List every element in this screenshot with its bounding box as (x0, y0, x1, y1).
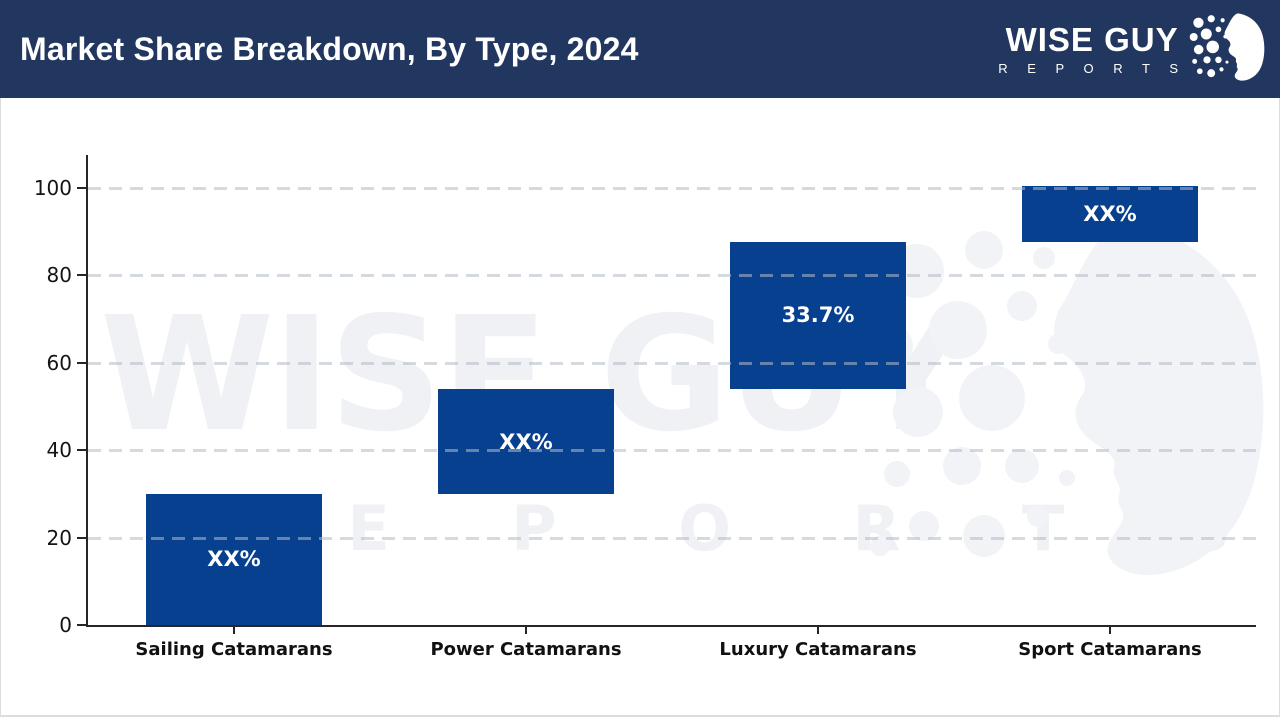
x-tick (817, 625, 819, 634)
y-tick (77, 274, 86, 277)
logo-wordmark: WISE GUY (1005, 21, 1179, 58)
x-tick (525, 625, 527, 634)
logo-face-icon (1188, 4, 1266, 94)
x-tick (1109, 625, 1111, 634)
gridline (88, 361, 1256, 365)
x-tick-label: Power Catamarans (430, 639, 622, 660)
x-tick (233, 625, 235, 634)
watermark-subtitle: R E P O R T S (178, 492, 1280, 565)
y-tick-label: 80 (46, 263, 72, 288)
x-tick-label: Luxury Catamarans (719, 639, 917, 660)
watermark-face-icon (862, 216, 1272, 585)
y-tick-label: 0 (59, 613, 72, 637)
y-tick-label: 60 (46, 350, 72, 375)
x-axis-line (86, 625, 1256, 627)
logo-subtitle: R E P O R T S (998, 61, 1186, 76)
y-tick (77, 536, 86, 539)
y-tick-label: 20 (46, 525, 72, 550)
gridline (88, 536, 1256, 540)
header-bar: Market Share Breakdown, By Type, 2024 WI… (0, 0, 1280, 98)
gridline (88, 186, 1256, 190)
y-tick (77, 624, 86, 626)
bar-luxury-catamarans: 33.7% (730, 241, 906, 390)
x-tick-label: Sport Catamarans (1018, 639, 1202, 660)
bar-power-catamarans: XX% (438, 389, 614, 494)
left-rule (0, 98, 1, 717)
wise-guy-logo: WISE GUY R E P O R T S (998, 4, 1266, 94)
bar-sailing-catamarans: XX% (146, 493, 322, 625)
bar-value-label: 33.7% (781, 303, 855, 328)
gridline (88, 449, 1256, 453)
y-axis-line (86, 155, 88, 627)
y-tick (77, 361, 86, 364)
bottom-rule (0, 715, 1280, 717)
x-tick-label: Sailing Catamarans (135, 639, 333, 660)
gridline (88, 274, 1256, 278)
bar-sport-catamarans: XX% (1022, 186, 1198, 242)
bar-value-label: XX% (1083, 202, 1137, 226)
y-tick-label: 100 (33, 175, 72, 200)
y-tick (77, 186, 86, 189)
y-tick (77, 449, 86, 452)
page-title: Market Share Breakdown, By Type, 2024 (20, 30, 639, 67)
logo-text: WISE GUY R E P O R T S (998, 23, 1186, 75)
bar-value-label: XX% (207, 547, 261, 572)
y-tick-label: 40 (46, 438, 72, 463)
